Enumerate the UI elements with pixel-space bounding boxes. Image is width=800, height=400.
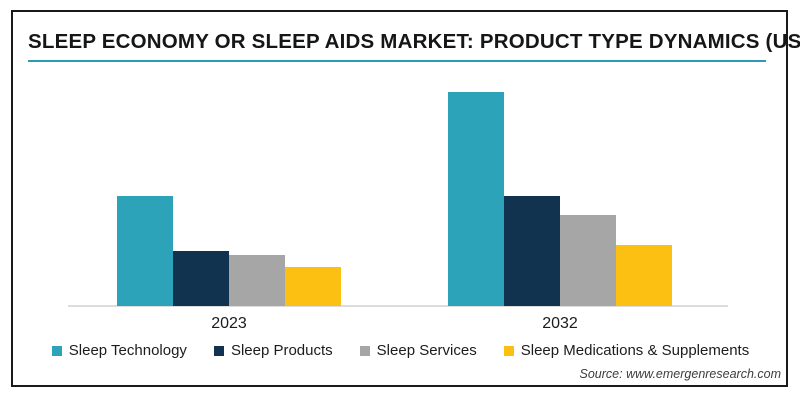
legend-item-sleep-technology: Sleep Technology (51, 342, 187, 359)
legend-swatch-yellow-icon (503, 345, 514, 356)
category-label-2023: 2023 (211, 315, 247, 332)
legend-item-sleep-services: Sleep Services (359, 342, 477, 359)
bar-sleep-technology-2023 (117, 196, 173, 306)
bar-sleep-products-2032 (504, 196, 560, 306)
bar-sleep-services-2023 (229, 255, 285, 306)
legend-label: Sleep Products (230, 342, 333, 359)
legend-label: Sleep Technology (68, 342, 187, 359)
legend-item-sleep-products: Sleep Products (213, 342, 333, 359)
legend-swatch-gray-icon (359, 345, 370, 356)
legend-item-sleep-medications: Sleep Medications & Supplements (503, 342, 750, 359)
bar-sleep-medications-supplements-2023 (285, 267, 341, 306)
legend: Sleep Technology Sleep Products Sleep Se… (11, 342, 790, 359)
title-underline (28, 60, 766, 62)
source-note: Source: www.emergenresearch.com (579, 367, 781, 381)
bar-sleep-technology-2032 (448, 92, 504, 306)
chart-title: SLEEP ECONOMY OR SLEEP AIDS MARKET: PROD… (28, 30, 800, 53)
x-axis-line (68, 305, 728, 307)
legend-swatch-navy-icon (213, 345, 224, 356)
legend-label: Sleep Services (376, 342, 477, 359)
legend-swatch-teal-icon (51, 345, 62, 356)
category-label-2032: 2032 (542, 315, 578, 332)
bar-sleep-services-2032 (560, 215, 616, 306)
bar-sleep-medications-supplements-2032 (616, 245, 672, 306)
bar-sleep-products-2023 (173, 251, 229, 306)
legend-label: Sleep Medications & Supplements (520, 342, 750, 359)
